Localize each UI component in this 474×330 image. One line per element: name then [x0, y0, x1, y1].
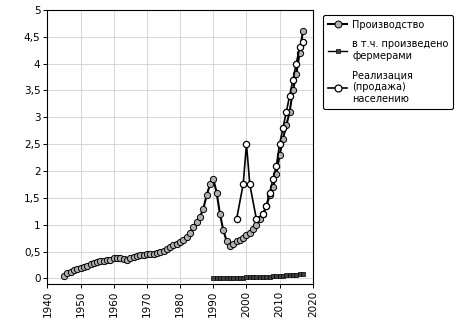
- Реализация
(продажа)
населению: [260, 212, 266, 216]
- Реализация
(продажа)
населению: [293, 62, 299, 66]
- в т.ч. произведено
фермерами: [254, 275, 259, 279]
- Реализация
(продажа)
населению: [240, 182, 246, 186]
- в т.ч. произведено
фермерами: [220, 276, 226, 280]
- в т.ч. произведено
фермерами: [283, 273, 289, 277]
- в т.ч. произведено
фермерами: [210, 276, 216, 280]
- Реализация
(продажа)
населению: [277, 142, 283, 146]
- Производство: [141, 253, 146, 257]
- в т.ч. произведено
фермерами: [297, 272, 302, 276]
- в т.ч. произведено
фермерами: [257, 275, 263, 279]
- Реализация
(продажа)
населению: [244, 142, 249, 146]
- Legend: Производство, в т.ч. произведено
фермерами, Реализация
(продажа)
населению: Производство, в т.ч. произведено фермера…: [323, 15, 454, 109]
- Производство: [260, 212, 266, 216]
- в т.ч. произведено
фермерами: [214, 276, 219, 280]
- в т.ч. произведено
фермерами: [237, 276, 243, 280]
- в т.ч. произведено
фермерами: [230, 276, 236, 280]
- в т.ч. произведено
фермерами: [280, 274, 286, 278]
- в т.ч. произведено
фермерами: [227, 276, 233, 280]
- в т.ч. произведено
фермерами: [287, 273, 292, 277]
- Line: в т.ч. произведено
фермерами: в т.ч. произведено фермерами: [211, 272, 305, 280]
- Реализация
(продажа)
населению: [270, 177, 276, 181]
- Реализация
(продажа)
населению: [267, 190, 273, 194]
- Производство: [277, 153, 283, 157]
- в т.ч. произведено
фермерами: [250, 275, 256, 279]
- в т.ч. произведено
фермерами: [264, 275, 269, 279]
- Line: Реализация
(продажа)
населению: Реализация (продажа) населению: [233, 39, 306, 222]
- Реализация
(продажа)
населению: [264, 204, 269, 208]
- в т.ч. произведено
фермерами: [244, 275, 249, 279]
- Реализация
(продажа)
населению: [287, 94, 292, 98]
- Реализация
(продажа)
населению: [273, 164, 279, 168]
- в т.ч. произведено
фермерами: [240, 276, 246, 280]
- в т.ч. произведено
фермерами: [224, 276, 229, 280]
- в т.ч. произведено
фермерами: [293, 273, 299, 277]
- в т.ч. произведено
фермерами: [290, 273, 296, 277]
- Производство: [300, 29, 306, 33]
- в т.ч. произведено
фермерами: [300, 272, 306, 276]
- Реализация
(продажа)
населению: [290, 78, 296, 82]
- Производство: [114, 256, 120, 260]
- Производство: [61, 274, 67, 278]
- Реализация
(продажа)
населению: [234, 217, 239, 221]
- Реализация
(продажа)
населению: [283, 110, 289, 114]
- Реализация
(продажа)
населению: [280, 126, 286, 130]
- Производство: [267, 193, 273, 197]
- Производство: [181, 238, 186, 242]
- Реализация
(продажа)
населению: [247, 182, 253, 186]
- в т.ч. произведено
фермерами: [217, 276, 223, 280]
- в т.ч. произведено
фермерами: [270, 274, 276, 278]
- в т.ч. произведено
фермерами: [267, 275, 273, 279]
- в т.ч. произведено
фермерами: [273, 274, 279, 278]
- Реализация
(продажа)
населению: [297, 46, 302, 50]
- Реализация
(продажа)
населению: [300, 40, 306, 44]
- Реализация
(продажа)
населению: [254, 217, 259, 221]
- в т.ч. произведено
фермерами: [234, 276, 239, 280]
- в т.ч. произведено
фермерами: [260, 275, 266, 279]
- Line: Производство: Производство: [61, 28, 306, 279]
- в т.ч. произведено
фермерами: [247, 275, 253, 279]
- в т.ч. произведено
фермерами: [277, 274, 283, 278]
